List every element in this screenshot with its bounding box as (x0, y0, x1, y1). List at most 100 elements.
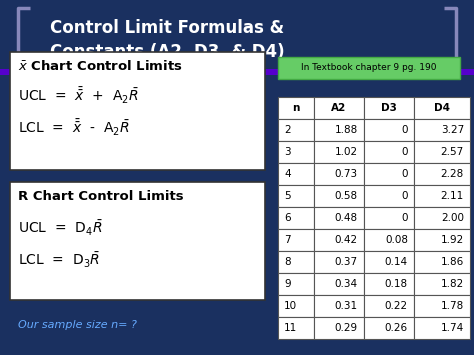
Text: 1.78: 1.78 (441, 301, 464, 311)
Bar (278, 273, 314, 295)
Text: 2.57: 2.57 (441, 147, 464, 157)
Text: 3: 3 (284, 147, 291, 157)
Text: 1.82: 1.82 (441, 279, 464, 289)
Text: 4: 4 (284, 169, 291, 179)
Bar (414, 141, 470, 163)
Bar (278, 295, 314, 317)
Text: 1.92: 1.92 (441, 235, 464, 245)
Text: 1.74: 1.74 (441, 323, 464, 333)
Text: 2: 2 (284, 125, 291, 135)
Text: 0: 0 (401, 147, 408, 157)
Bar (364, 119, 414, 141)
Text: 1.88: 1.88 (335, 125, 358, 135)
Text: 2.00: 2.00 (441, 213, 464, 223)
Bar (278, 119, 314, 141)
Bar (278, 229, 314, 251)
Text: 8: 8 (284, 257, 291, 267)
Text: 0: 0 (401, 213, 408, 223)
Text: 0: 0 (401, 191, 408, 201)
Bar (414, 229, 470, 251)
Bar (278, 141, 314, 163)
Bar (364, 141, 414, 163)
Text: D3: D3 (381, 103, 397, 113)
Bar (414, 119, 470, 141)
Bar (278, 57, 460, 79)
Bar (414, 163, 470, 185)
Bar (314, 163, 364, 185)
Bar (364, 251, 414, 273)
Bar (414, 295, 470, 317)
Bar (364, 207, 414, 229)
Text: 7: 7 (284, 235, 291, 245)
Text: 10: 10 (284, 301, 297, 311)
Text: UCL  =  D$_4\bar{R}$: UCL = D$_4\bar{R}$ (18, 218, 103, 237)
Bar (414, 207, 470, 229)
Text: In Textbook chapter 9 pg. 190: In Textbook chapter 9 pg. 190 (301, 64, 437, 72)
Bar (364, 317, 414, 339)
Bar (314, 251, 364, 273)
Bar (414, 97, 470, 119)
Text: 0.22: 0.22 (385, 301, 408, 311)
Bar (314, 229, 364, 251)
Text: 9: 9 (284, 279, 291, 289)
Text: 0.73: 0.73 (335, 169, 358, 179)
Text: UCL  =  $\bar{\bar{x}}$  +  A$_2\bar{R}$: UCL = $\bar{\bar{x}}$ + A$_2\bar{R}$ (18, 86, 139, 106)
Bar (278, 207, 314, 229)
Text: 0.26: 0.26 (385, 323, 408, 333)
Bar (364, 273, 414, 295)
Bar (414, 273, 470, 295)
Bar (10, 182, 265, 300)
Text: LCL  =  $\bar{\bar{x}}$  -  A$_2\bar{R}$: LCL = $\bar{\bar{x}}$ - A$_2\bar{R}$ (18, 118, 130, 138)
Text: 1.02: 1.02 (335, 147, 358, 157)
Text: 0.42: 0.42 (335, 235, 358, 245)
Text: Constants (A2, D3, & D4): Constants (A2, D3, & D4) (50, 43, 284, 61)
Text: LCL  =  D$_3\bar{R}$: LCL = D$_3\bar{R}$ (18, 250, 100, 269)
Bar (278, 317, 314, 339)
Text: 0.58: 0.58 (335, 191, 358, 201)
Bar (314, 119, 364, 141)
Text: 2.28: 2.28 (441, 169, 464, 179)
Bar (364, 97, 414, 119)
Text: 1.86: 1.86 (441, 257, 464, 267)
Text: Control Limit Formulas &: Control Limit Formulas & (50, 19, 284, 37)
Text: 11: 11 (284, 323, 297, 333)
Bar (314, 317, 364, 339)
Bar (314, 97, 364, 119)
Text: 3.27: 3.27 (441, 125, 464, 135)
Text: Our sample size n= ?: Our sample size n= ? (18, 320, 137, 330)
Bar (414, 317, 470, 339)
Bar (314, 185, 364, 207)
Text: n: n (292, 103, 300, 113)
Text: 0: 0 (401, 125, 408, 135)
Bar (364, 229, 414, 251)
Text: $\bar{x}$ Chart Control Limits: $\bar{x}$ Chart Control Limits (18, 59, 182, 73)
Text: 0.48: 0.48 (335, 213, 358, 223)
Text: 0.08: 0.08 (385, 235, 408, 245)
Bar (0, 69, 474, 75)
Bar (278, 185, 314, 207)
Text: 0.14: 0.14 (385, 257, 408, 267)
Bar (414, 185, 470, 207)
Text: 6: 6 (284, 213, 291, 223)
Bar (414, 251, 470, 273)
Bar (278, 163, 314, 185)
Bar (314, 141, 364, 163)
Text: 0.29: 0.29 (335, 323, 358, 333)
Bar (10, 52, 265, 170)
Text: 0.37: 0.37 (335, 257, 358, 267)
Bar (314, 273, 364, 295)
Text: 5: 5 (284, 191, 291, 201)
Text: 2.11: 2.11 (441, 191, 464, 201)
Bar (364, 163, 414, 185)
Text: A2: A2 (331, 103, 346, 113)
Bar (278, 97, 314, 119)
Text: D4: D4 (434, 103, 450, 113)
Bar (314, 207, 364, 229)
Text: R Chart Control Limits: R Chart Control Limits (18, 190, 183, 202)
Text: 0: 0 (401, 169, 408, 179)
Text: 0.18: 0.18 (385, 279, 408, 289)
Text: 0.31: 0.31 (335, 301, 358, 311)
Bar (314, 295, 364, 317)
Bar (364, 295, 414, 317)
Bar (278, 251, 314, 273)
